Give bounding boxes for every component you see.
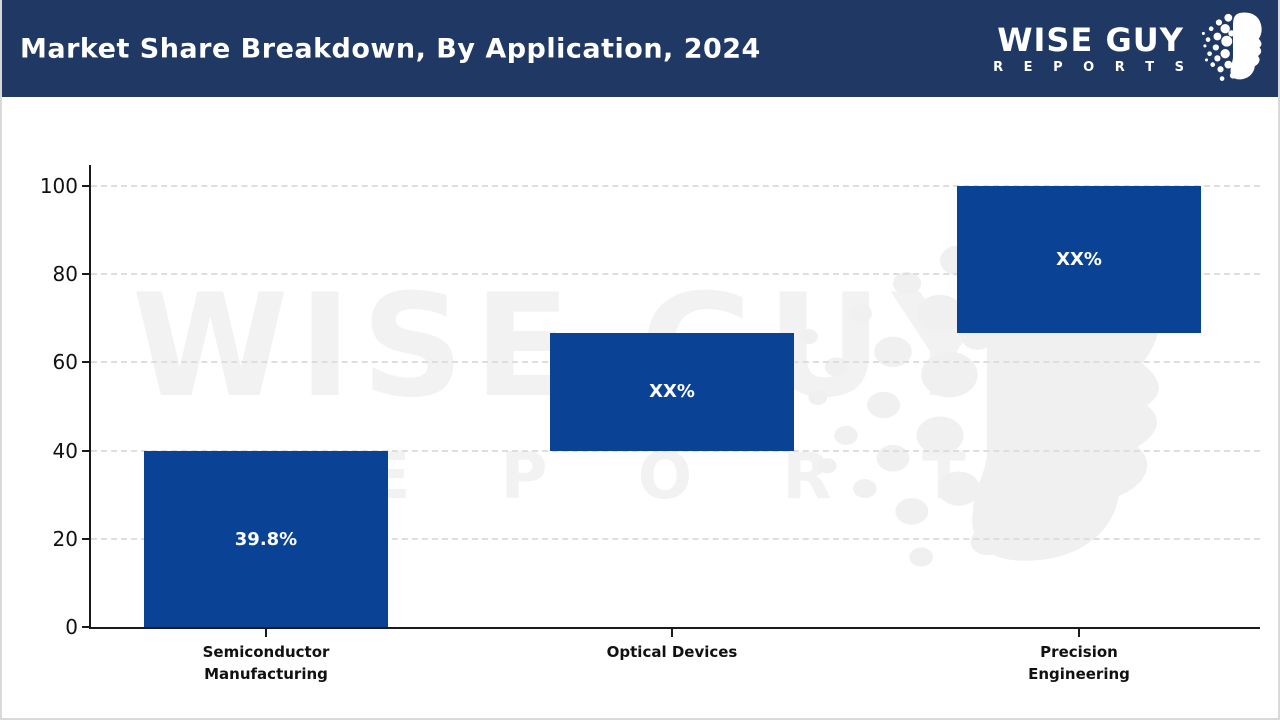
wiseguy-logo-face-icon (1201, 12, 1262, 81)
header-banner: Market Share Breakdown, By Application, … (2, 0, 1278, 97)
x-tick-mark (265, 629, 267, 637)
y-tick-mark (82, 626, 89, 628)
y-tick-mark (82, 361, 89, 364)
y-tick-mark (82, 537, 89, 540)
bar-value-label: XX% (649, 381, 695, 403)
gridline (91, 273, 1260, 276)
gridline (91, 449, 1260, 452)
gridline (91, 537, 1260, 540)
logo-subtitle: R E P O R T S (993, 60, 1192, 75)
y-axis-line (89, 165, 91, 629)
logo-wordmark: WISE GUY (997, 21, 1184, 59)
bar-value-label: XX% (1056, 249, 1102, 271)
wiseguy-logo: WISE GUY R E P O R T S (989, 6, 1272, 92)
y-tick-mark (82, 185, 89, 187)
x-tick-mark (671, 629, 673, 637)
y-tick-label: 20 (52, 526, 78, 551)
bar-segment: 39.8% (144, 451, 388, 627)
page-title: Market Share Breakdown, By Application, … (20, 33, 761, 64)
y-tick-mark (82, 449, 89, 452)
y-tick-label: 60 (52, 350, 78, 375)
wiseguy-logo-text: WISE GUY R E P O R T S (989, 23, 1192, 75)
y-tick-label: 80 (52, 262, 78, 287)
x-category-label: Semiconductor Manufacturing (202, 643, 330, 683)
x-axis-line (89, 627, 1260, 629)
y-tick-label: 40 (52, 438, 78, 463)
bar-segment: XX% (550, 333, 794, 451)
x-tick-mark (1078, 629, 1080, 637)
bar-segment: XX% (957, 186, 1201, 334)
y-tick-label: 0 (65, 615, 78, 639)
x-category-label: Optical Devices (606, 643, 738, 661)
gridline (91, 185, 1260, 187)
bar-value-label: 39.8% (234, 528, 298, 550)
x-category-label: Precision Engineering (1028, 643, 1130, 683)
y-tick-mark (82, 273, 89, 276)
y-tick-label: 100 (39, 174, 78, 198)
